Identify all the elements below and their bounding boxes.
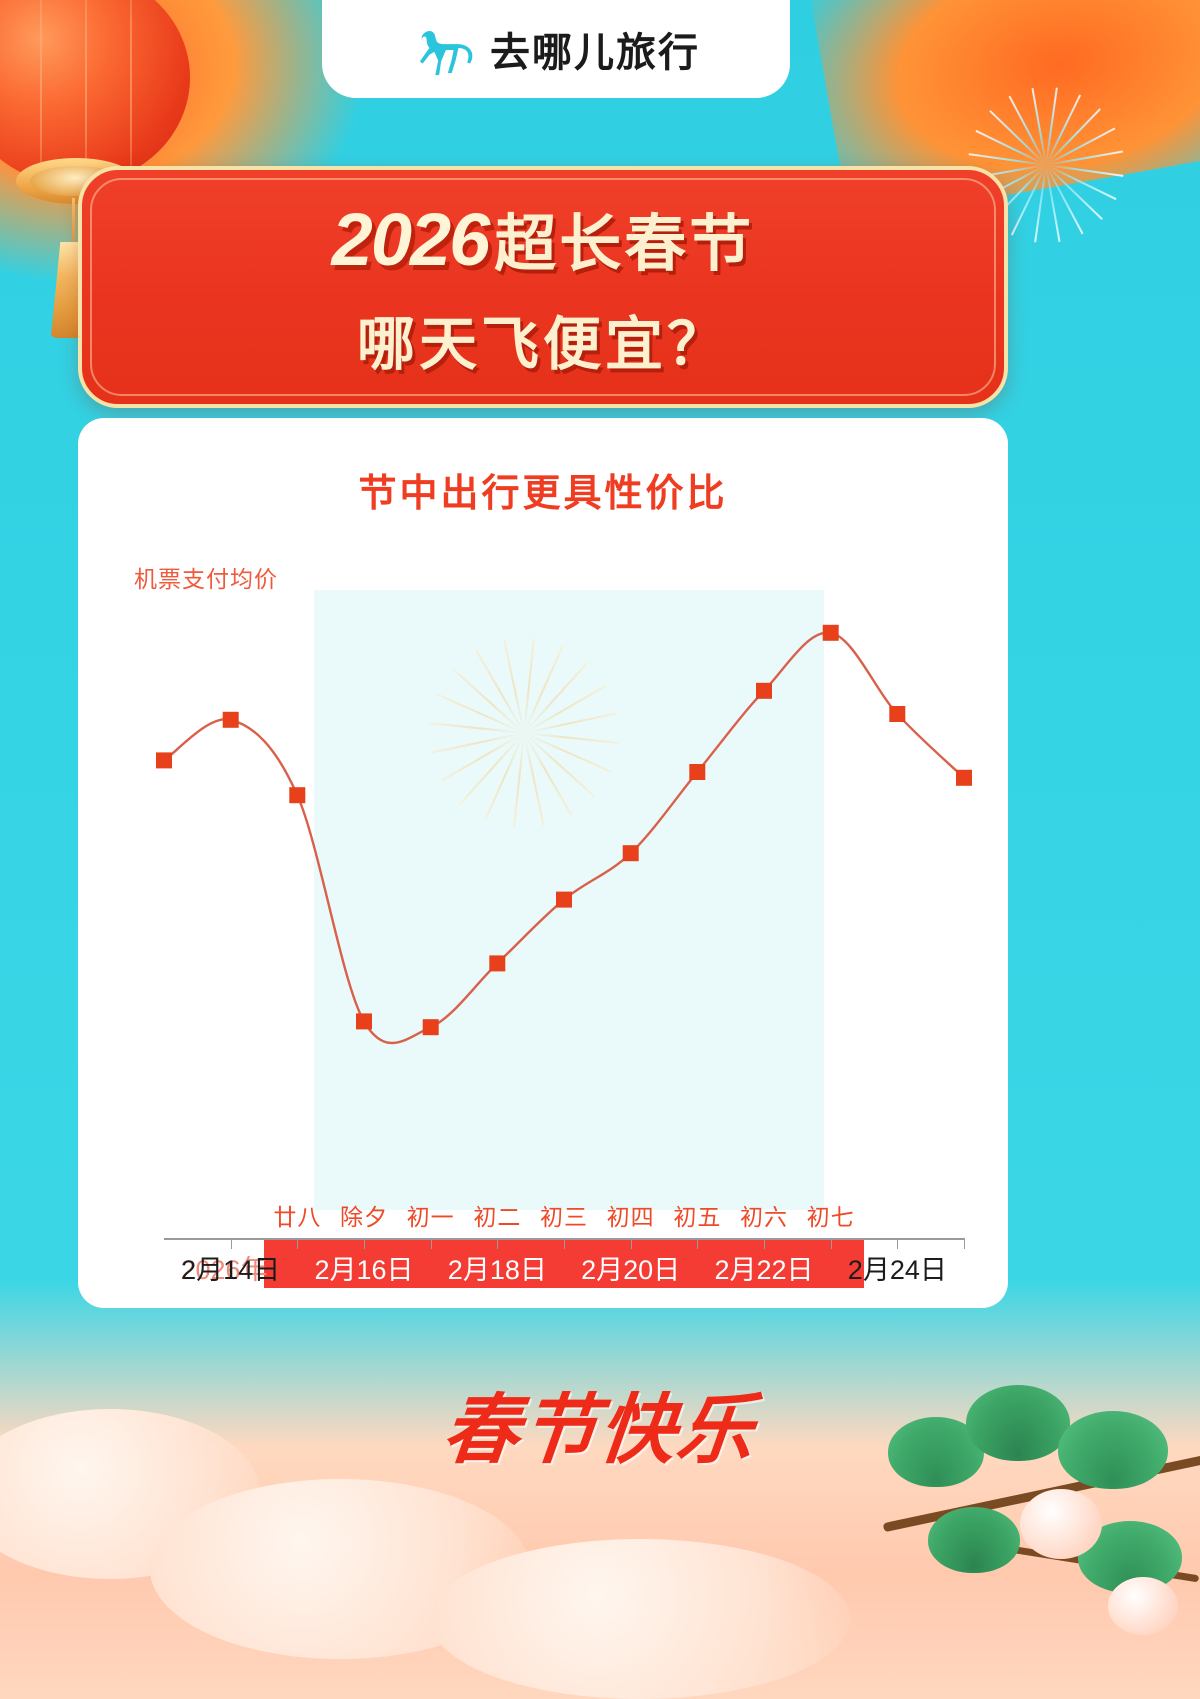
x-axis-tick [230,1238,232,1249]
x-axis-tick [964,1238,965,1249]
chart-subtitle-text: 节中出行更具性价比 [358,473,728,515]
data-point-marker[interactable] [422,1019,439,1036]
lunar-label-初四: 初四 [606,1204,655,1230]
data-point-marker[interactable] [556,891,572,908]
x-axis-date-labels: 2026年 2月14日 2月16日 2月18日 2月20日 2月22日 2月24日 [78,1240,1008,1288]
brand-logo-text: 去哪儿旅行 [490,31,700,75]
cloud-shape [430,1539,850,1699]
lunar-label-初七: 初七 [806,1204,855,1230]
x-axis-tick [830,1238,832,1249]
lunar-label-初三: 初三 [540,1204,588,1230]
data-point-marker[interactable] [222,711,239,728]
banner-year: 2026 [331,198,491,281]
lunar-label-初一: 初一 [406,1204,455,1230]
y-axis-label: 机票支付均价 [134,566,278,592]
title-banner: 2026 超长春节 哪天飞便宜？ [78,166,1008,408]
x-axis-tick [630,1238,632,1249]
lunar-label-初六: 初六 [740,1204,788,1230]
x-axis-date-label: 2月14日 [181,1255,281,1285]
x-axis-date-label: 2月18日 [447,1255,547,1285]
banner-line-1: 2026 超长春节 [332,193,755,283]
price-line [162,631,966,1045]
x-axis-tick [364,1238,365,1249]
lunar-label-初五: 初五 [673,1204,722,1230]
greeting-text: 春节快乐 [438,1388,760,1473]
price-line-series [156,624,972,1045]
lunar-label-除夕: 除夕 [340,1204,388,1230]
x-axis-tick [297,1238,299,1249]
chart-subtitle-wrap: 节中出行更具性价比 [78,462,1008,517]
chart-card: 节中出行更具性价比 机票支付均价 廿八 除夕 初一 初二 初三 初四 初五 初六 初七 [78,418,1008,1308]
data-point-marker[interactable] [356,1013,372,1030]
data-point-marker[interactable] [956,769,972,786]
x-axis-date-label: 2月20日 [581,1255,681,1285]
brand-logo[interactable]: 去哪儿旅行 [322,0,790,98]
chart-subtitle: 节中出行更具性价比 [354,462,738,517]
x-axis-date-label: 2月24日 [847,1255,947,1285]
x-axis-year-label: 2026年 [180,1255,268,1285]
x-axis-tick [564,1238,565,1249]
x-axis-tick [497,1238,499,1249]
data-point-marker[interactable] [622,845,639,862]
data-point-marker[interactable] [489,955,506,972]
x-axis-tick [697,1238,699,1249]
peach-blossom-icon [1020,1489,1102,1559]
lunar-label-廿八: 廿八 [273,1204,322,1230]
line-chart: 机票支付均价 廿八 除夕 初一 初二 初三 初四 初五 初六 初七 2026年 2月14日 2月16… [78,538,1008,1298]
lunar-date-axis: 廿八 除夕 初一 初二 初三 初四 初五 初六 初七 [78,1198,1008,1232]
lunar-label-初二: 初二 [473,1204,522,1230]
banner-line-1-rest: 超长春节 [494,210,755,279]
data-point-marker[interactable] [822,624,839,641]
peach-blossom-icon [1108,1577,1178,1635]
x-axis-tick [764,1238,765,1249]
camel-icon [419,31,473,76]
pine-branch-icon [870,1339,1200,1669]
x-axis-tick [897,1238,899,1249]
data-point-marker[interactable] [689,764,706,780]
data-point-marker[interactable] [156,752,172,769]
x-axis-date-label: 2月16日 [314,1255,414,1285]
x-axis-date-label: 2月22日 [714,1255,814,1285]
banner-line-2: 哪天飞便宜？ [356,312,729,377]
data-point-marker[interactable] [289,787,306,804]
x-axis-tick [430,1238,432,1249]
data-point-marker[interactable] [889,706,906,722]
data-point-marker[interactable] [756,682,772,699]
